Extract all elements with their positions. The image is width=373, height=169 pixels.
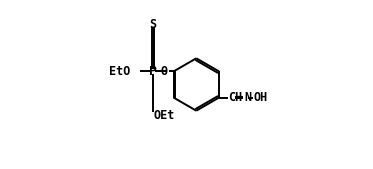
Text: P: P bbox=[149, 65, 157, 78]
Text: S: S bbox=[149, 18, 156, 31]
Text: OEt: OEt bbox=[154, 109, 175, 122]
Text: N: N bbox=[245, 91, 252, 104]
Text: CH: CH bbox=[228, 91, 242, 104]
Text: OH: OH bbox=[254, 91, 268, 104]
Text: EtO: EtO bbox=[110, 65, 131, 78]
Text: O: O bbox=[160, 65, 167, 78]
